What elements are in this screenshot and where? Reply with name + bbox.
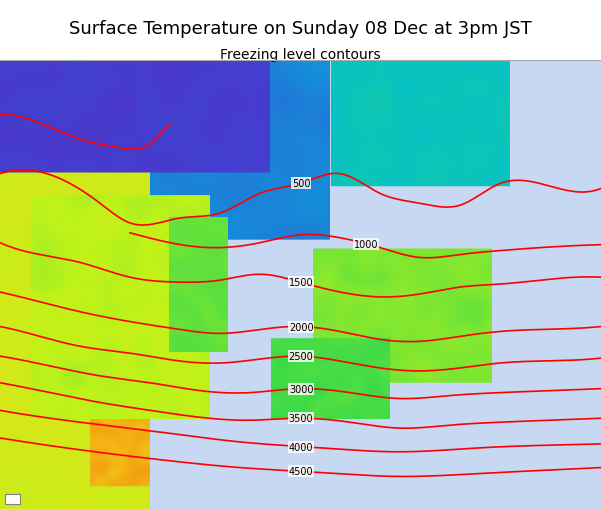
Text: 4000: 4000 [289, 442, 313, 451]
Text: Surface Temperature on Sunday 08 Dec at 3pm JST: Surface Temperature on Sunday 08 Dec at … [69, 20, 532, 38]
Text: 1500: 1500 [289, 278, 313, 288]
Text: Freezing level contours: Freezing level contours [220, 48, 381, 62]
Text: 3500: 3500 [289, 413, 313, 423]
Text: 2500: 2500 [288, 351, 314, 361]
Text: 4500: 4500 [289, 466, 313, 476]
Text: 1000: 1000 [354, 239, 378, 249]
Bar [5, 494, 20, 504]
Text: 2000: 2000 [289, 322, 313, 332]
Text: 3000: 3000 [289, 384, 313, 394]
Text: 500: 500 [292, 179, 310, 189]
